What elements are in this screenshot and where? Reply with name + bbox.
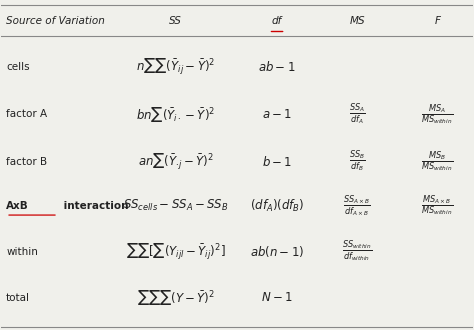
Text: $an\sum(\bar{Y}_{\cdot j} - \bar{Y})^{2}$: $an\sum(\bar{Y}_{\cdot j} - \bar{Y})^{2}… [138, 152, 214, 172]
Text: $N-1$: $N-1$ [261, 291, 293, 304]
Text: $ab(n-1)$: $ab(n-1)$ [250, 244, 304, 259]
Text: $ab-1$: $ab-1$ [258, 60, 296, 74]
Text: total: total [6, 292, 30, 303]
Text: $\frac{MS_B}{MS_{within}}$: $\frac{MS_B}{MS_{within}}$ [421, 149, 453, 174]
Text: SS: SS [169, 16, 182, 26]
Text: $\frac{SS_B}{df_B}$: $\frac{SS_B}{df_B}$ [349, 149, 365, 174]
Text: df: df [272, 16, 282, 26]
Text: $(df_A)(df_B)$: $(df_A)(df_B)$ [250, 198, 304, 214]
Text: $n\sum\sum(\bar{Y}_{ij} - \bar{Y})^{2}$: $n\sum\sum(\bar{Y}_{ij} - \bar{Y})^{2}$ [136, 57, 215, 77]
Text: interaction: interaction [60, 201, 129, 211]
Text: $\frac{MS_A}{MS_{within}}$: $\frac{MS_A}{MS_{within}}$ [421, 102, 453, 127]
Text: cells: cells [6, 62, 30, 72]
Text: $SS_{cells} - SS_A - SS_B$: $SS_{cells} - SS_A - SS_B$ [123, 198, 228, 214]
Text: $\frac{SS_A}{df_A}$: $\frac{SS_A}{df_A}$ [349, 102, 365, 127]
Text: $\sum\sum\sum(Y - \bar{Y})^{2}$: $\sum\sum\sum(Y - \bar{Y})^{2}$ [137, 288, 215, 307]
Text: Source of Variation: Source of Variation [6, 16, 105, 26]
Text: $bn\sum(\bar{Y}_{i\cdot} - \bar{Y})^{2}$: $bn\sum(\bar{Y}_{i\cdot} - \bar{Y})^{2}$ [136, 105, 215, 124]
Text: F: F [434, 16, 440, 26]
Text: $\frac{SS_{within}}{df_{within}}$: $\frac{SS_{within}}{df_{within}}$ [342, 239, 372, 264]
Text: $\frac{SS_{A\times B}}{df_{A\times B}}$: $\frac{SS_{A\times B}}{df_{A\times B}}$ [343, 193, 371, 218]
Text: within: within [6, 247, 38, 257]
Text: factor A: factor A [6, 109, 47, 119]
Text: $\frac{MS_{A\times B}}{MS_{within}}$: $\frac{MS_{A\times B}}{MS_{within}}$ [421, 194, 453, 218]
Text: $a-1$: $a-1$ [262, 108, 292, 121]
Text: $\sum\sum[\sum(Y_{ijl} - \bar{Y}_{ij})^{2}]$: $\sum\sum[\sum(Y_{ijl} - \bar{Y}_{ij})^{… [126, 242, 226, 262]
Text: $b-1$: $b-1$ [262, 155, 292, 169]
Text: MS: MS [349, 16, 365, 26]
Text: factor B: factor B [6, 157, 47, 167]
Text: AxB: AxB [6, 201, 29, 211]
